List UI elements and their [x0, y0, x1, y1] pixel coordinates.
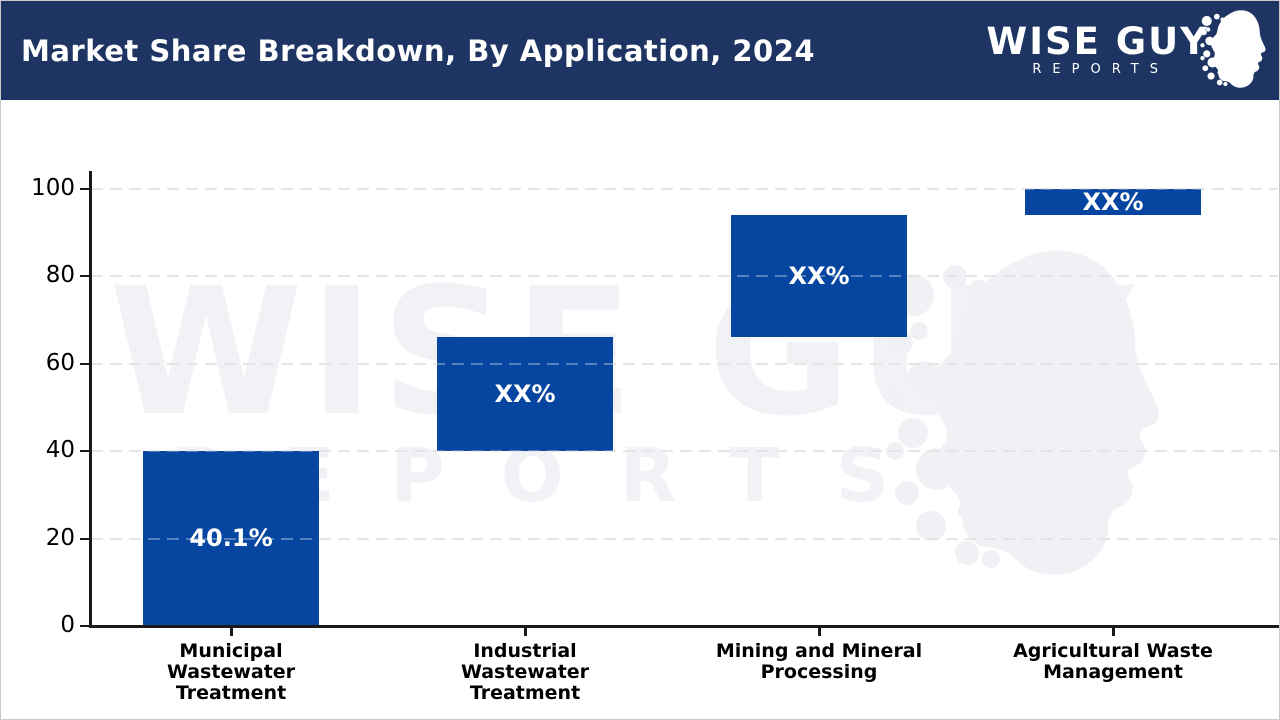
y-tick-label: 0	[60, 612, 75, 638]
gridline-overlay	[91, 537, 1278, 540]
gridline-overlay	[91, 450, 1278, 452]
logo-reports-text: REPORTS	[1032, 62, 1169, 77]
gridline	[91, 187, 1278, 190]
bar-value-label: XX%	[788, 262, 850, 290]
logo-text: WISE GUY REPORTS	[986, 20, 1209, 77]
y-tick-mark	[80, 362, 90, 365]
x-axis-line	[89, 625, 1279, 628]
y-tick-mark	[80, 187, 90, 190]
x-tick-mark	[524, 626, 527, 636]
y-tick-mark	[80, 625, 90, 627]
bar-value-label: 40.1%	[189, 524, 273, 553]
gridline-overlay	[91, 275, 1278, 277]
header-banner: Market Share Breakdown, By Application, …	[1, 1, 1280, 100]
y-tick-label: 80	[45, 262, 75, 288]
bar-segment: XX%	[731, 214, 907, 338]
gridline	[91, 362, 1278, 365]
wise-guy-reports-logo: WISE GUY REPORTS	[986, 8, 1280, 94]
bar-segment: XX%	[1025, 187, 1201, 216]
bar-segment: 40.1%	[143, 450, 319, 626]
gridline-overlay	[91, 187, 1278, 190]
chart-title: Market Share Breakdown, By Application, …	[21, 33, 816, 68]
gridline	[91, 275, 1278, 277]
gridline	[91, 537, 1278, 540]
y-tick-label: 60	[45, 349, 75, 376]
bar-value-label: XX%	[494, 379, 556, 408]
x-tick-mark	[1112, 626, 1115, 636]
gridline	[91, 450, 1278, 452]
y-tick-mark	[80, 275, 90, 277]
logo-head-icon	[1195, 8, 1273, 94]
y-axis-line	[89, 171, 92, 628]
x-category-label: Municipal Wastewater Treatment	[166, 640, 296, 704]
x-category-label: Mining and Mineral Processing	[715, 640, 923, 683]
y-tick-mark	[80, 450, 90, 452]
logo-wordmark: WISE GUY	[986, 20, 1209, 63]
x-tick-mark	[230, 626, 233, 636]
y-tick-label: 100	[31, 174, 75, 201]
watermark-head-icon	[877, 223, 1177, 619]
x-category-label: Industrial Wastewater Treatment	[460, 640, 590, 704]
y-tick-mark	[80, 537, 90, 540]
watermark-wordmark: WISE GUY	[109, 250, 1140, 455]
x-tick-mark	[818, 626, 821, 636]
y-tick-label: 40	[45, 437, 75, 463]
y-tick-label: 20	[45, 524, 75, 551]
gridline-overlay	[91, 362, 1278, 365]
bar-value-label: XX%	[1082, 187, 1144, 216]
bar-segment: XX%	[437, 337, 613, 451]
x-category-label: Agricultural Waste Management	[1013, 640, 1213, 683]
